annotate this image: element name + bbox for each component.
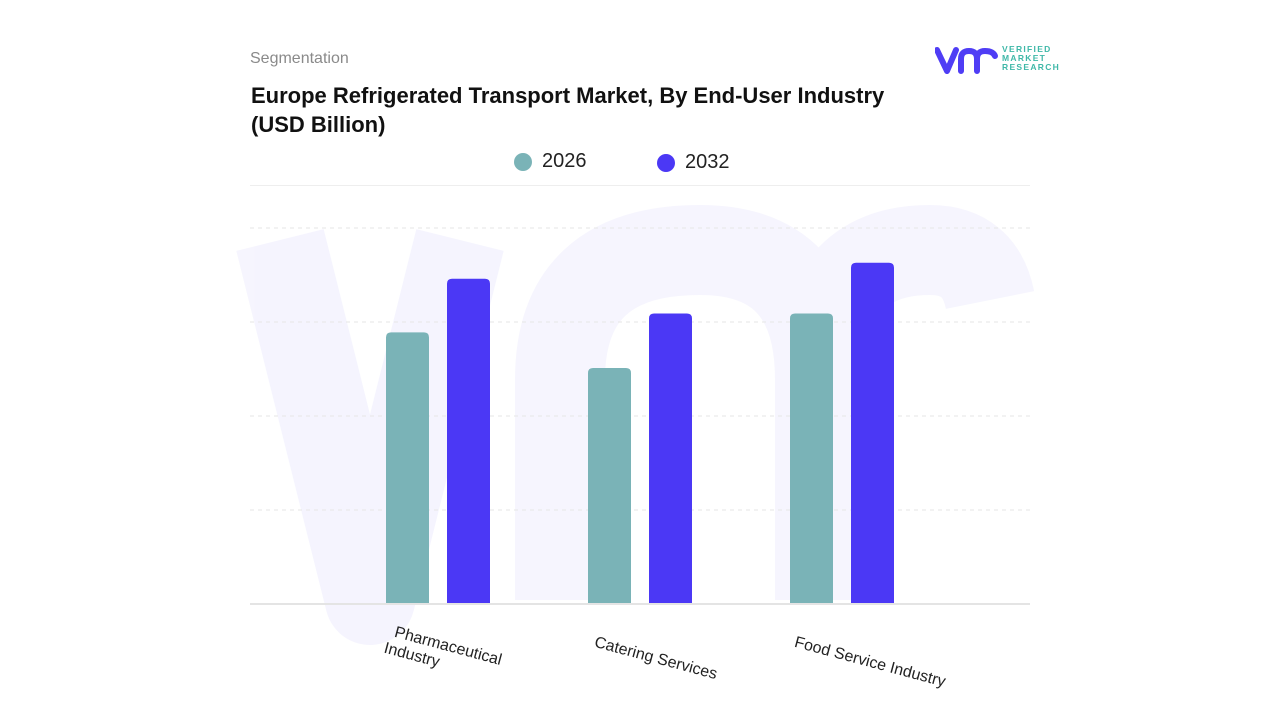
- logo-line: RESEARCH: [1002, 62, 1061, 72]
- logo: VERIFIED MARKET RESEARCH: [934, 44, 1065, 76]
- bar-2026-2[interactable]: [790, 313, 833, 604]
- logo-line: MARKET: [1002, 53, 1047, 63]
- logo-text: VERIFIED MARKET RESEARCH: [1002, 45, 1060, 72]
- legend-item-2026[interactable]: 2026: [514, 150, 587, 173]
- legend-swatch: [657, 153, 675, 172]
- section-label: Segmentation: [250, 50, 349, 67]
- bar-2032-2[interactable]: [851, 262, 894, 604]
- legend-swatch: [514, 152, 532, 171]
- bar-2032-0[interactable]: [447, 278, 490, 604]
- legend: 2026 2032: [0, 150, 1280, 176]
- chart-title: Europe Refrigerated Transport Market, By…: [251, 83, 885, 137]
- logo-line: VERIFIED: [1002, 44, 1052, 54]
- legend-divider: [250, 185, 1030, 186]
- legend-item-2032[interactable]: 2032: [657, 151, 730, 174]
- bar-2026-1[interactable]: [588, 368, 631, 604]
- vmr-logo-mark-icon: [934, 47, 998, 74]
- legend-label: 2026: [542, 150, 587, 172]
- bar-2032-1[interactable]: [649, 313, 692, 604]
- bar-2026-0[interactable]: [386, 332, 429, 604]
- legend-label: 2032: [685, 151, 730, 173]
